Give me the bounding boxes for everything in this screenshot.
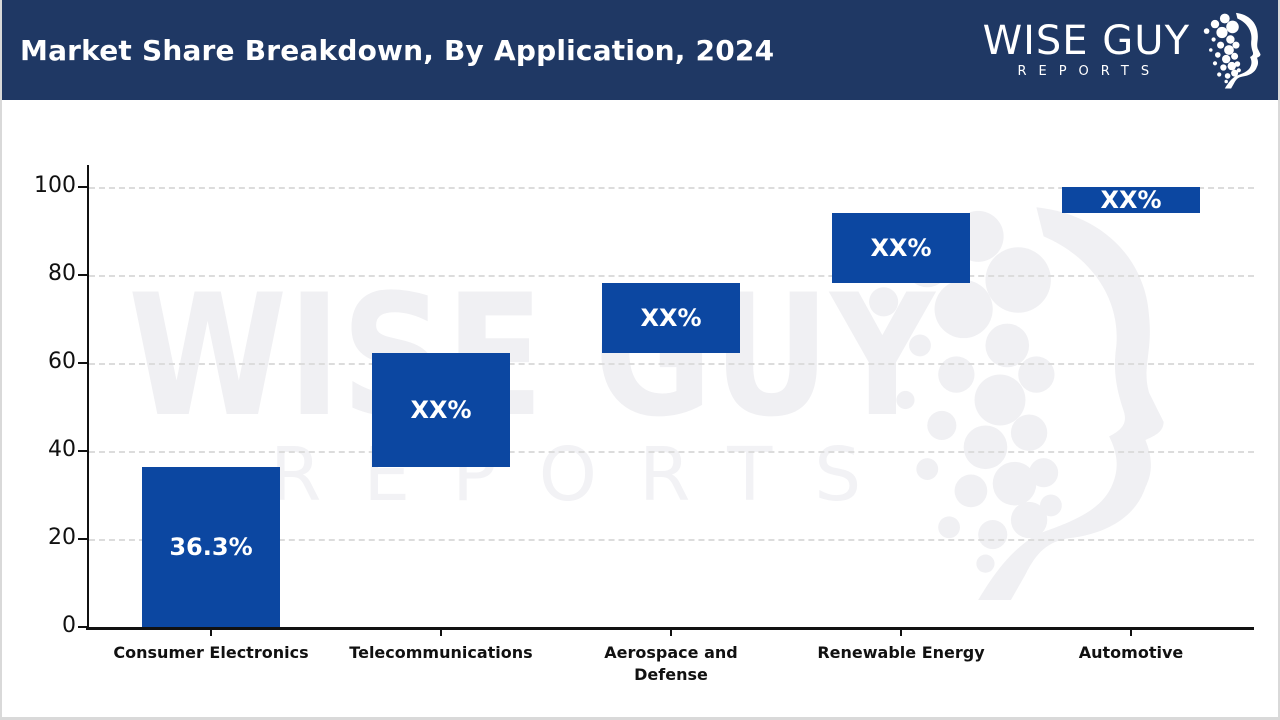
- x-tick-mark: [440, 627, 442, 636]
- gridline-y-60: [89, 363, 1254, 365]
- y-tick-label: 0: [62, 613, 76, 638]
- x-tick-mark: [1130, 627, 1132, 636]
- y-tick-label: 20: [48, 525, 76, 550]
- logo-text: WISE GUY REPORTS: [983, 21, 1190, 79]
- y-axis: [87, 165, 89, 629]
- category-label: Consumer Electronics: [113, 643, 309, 662]
- gridline-y-100: [89, 187, 1254, 189]
- watermark-wordmark: WISE GUY: [128, 258, 935, 454]
- y-tick-label: 100: [34, 173, 76, 198]
- y-tick-mark: [78, 450, 87, 452]
- category-label: Renewable Energy: [817, 643, 985, 662]
- bar-renewable-energy: XX%: [832, 212, 970, 283]
- bar-automotive: XX%: [1062, 185, 1200, 214]
- x-tick-mark: [670, 627, 672, 636]
- wise-guy-reports-logo: WISE GUY REPORTS: [983, 8, 1264, 92]
- y-tick-label: 80: [48, 261, 76, 286]
- category-label: Automotive: [1078, 643, 1184, 662]
- y-tick-label: 60: [48, 349, 76, 374]
- logo-subtitle: REPORTS: [1017, 64, 1162, 79]
- y-tick-label: 40: [48, 437, 76, 462]
- y-tick-mark: [78, 362, 87, 364]
- x-tick-mark: [900, 627, 902, 636]
- logo-wordmark: WISE GUY: [982, 18, 1190, 64]
- gridline-y-20: [89, 539, 1254, 541]
- y-tick-mark: [78, 186, 87, 188]
- category-label: Aerospace and Defense: [604, 643, 738, 684]
- header-bar: Market Share Breakdown, By Application, …: [0, 0, 1280, 100]
- watermark-subtitle: REPORTS: [270, 432, 904, 518]
- y-tick-mark: [78, 274, 87, 276]
- bar-consumer-electronics: 36.3%: [142, 467, 280, 627]
- gridline-y-40: [89, 451, 1254, 453]
- page-title: Market Share Breakdown, By Application, …: [20, 33, 775, 67]
- x-tick-mark: [210, 627, 212, 636]
- bar-value-label: XX%: [870, 233, 932, 262]
- dotted-head-icon: [1203, 12, 1261, 89]
- bar-value-label: XX%: [640, 303, 702, 332]
- bar-aerospace-and-defense: XX%: [602, 282, 740, 353]
- bar-value-label: XX%: [410, 396, 472, 425]
- bar-value-label: 36.3%: [169, 533, 253, 562]
- y-tick-mark: [78, 626, 87, 628]
- bar-telecommunications: XX%: [372, 352, 510, 468]
- bar-value-label: XX%: [1100, 185, 1162, 214]
- y-tick-mark: [78, 538, 87, 540]
- chart-plot-area: 0 20 40 60 80 100 36.3% Consumer Electronics XX%…: [0, 100, 1280, 720]
- category-label: Telecommunications: [349, 643, 533, 662]
- gridline-y-80: [89, 275, 1254, 277]
